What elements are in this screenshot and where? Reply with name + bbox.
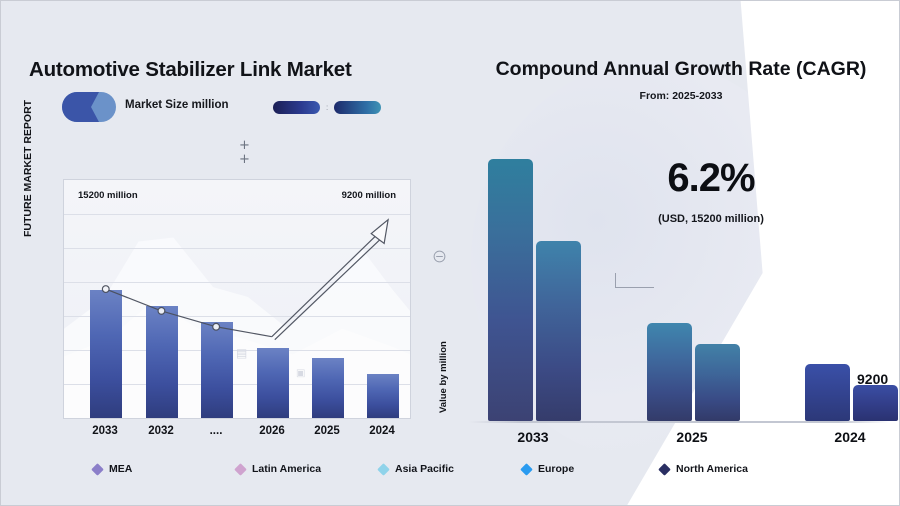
cagr-x-label-2033: 2033 xyxy=(517,429,549,445)
watermark-icon-1: ▤ xyxy=(236,346,248,360)
cagr-bar-2024-secondary xyxy=(853,385,898,421)
cagr-bar-2033-secondary xyxy=(536,241,581,421)
legend-label-latin-america: Latin America xyxy=(252,463,322,475)
annotation-end-value: 9200 million xyxy=(341,190,396,201)
legend-item-asia-pacific[interactable]: Asia Pacific xyxy=(377,462,454,476)
trend-line-overlay xyxy=(101,218,389,341)
legend-swatch-latin-america xyxy=(234,462,247,476)
legend-swatch-mea xyxy=(91,462,104,476)
legend-swatch-north-america xyxy=(658,462,671,476)
cagr-bar-2024-primary xyxy=(805,364,850,421)
x-axis-labels: 2033 2032 .... 2026 2025 2024 xyxy=(63,425,411,443)
market-size-chart: 15200 million 9200 million ▤ ▣ xyxy=(63,179,411,419)
circle-minus-icon xyxy=(433,250,446,263)
left-panel: Automotive Stabilizer Link Market Market… xyxy=(1,1,461,505)
pill-separator: : xyxy=(326,103,329,112)
x-label-2026: 2026 xyxy=(259,425,285,437)
bar-2026 xyxy=(257,348,289,418)
x-label-2032: 2032 xyxy=(148,425,174,437)
legend-label-europe: Europe xyxy=(538,463,575,475)
cagr-subtitle: (USD, 15200 million) xyxy=(658,213,764,225)
cagr-value: 6.2% xyxy=(667,156,755,200)
plus-marks-group: + + xyxy=(239,139,250,167)
cagr-title: Compound Annual Growth Rate (CAGR) xyxy=(495,58,867,80)
annotation-start-value: 15200 million xyxy=(78,190,138,201)
cagr-range: From: 2025-2033 xyxy=(639,90,723,102)
chart-legend: MEA Latin America Asia Pacific Europe No… xyxy=(1,462,899,483)
bars-layer xyxy=(64,180,410,418)
legend-item-europe[interactable]: Europe xyxy=(520,462,575,476)
legend-item-north-america[interactable]: North America xyxy=(658,462,748,476)
brand-label: Market Size million xyxy=(125,99,229,111)
cagr-bar-2033-primary xyxy=(488,159,533,421)
bar-2033 xyxy=(90,290,122,418)
plus-icon-2: + xyxy=(239,152,250,167)
x-label-2033: 2033 xyxy=(92,425,118,437)
pill-gradient-teal-icon xyxy=(334,101,382,114)
cagr-x-label-2025: 2025 xyxy=(676,429,708,445)
bar-2025 xyxy=(312,358,344,418)
legend-item-mea[interactable]: MEA xyxy=(91,462,133,476)
cagr-x-label-2024: 2024 xyxy=(834,429,866,445)
bar-dots xyxy=(201,322,233,418)
y-axis-right-title: Value by million xyxy=(438,341,449,413)
legend-swatch-europe xyxy=(520,462,533,476)
x-label-2024: 2024 xyxy=(369,425,395,437)
y-axis-title: FUTURE MARKET REPORT xyxy=(22,99,34,237)
chart-baseline xyxy=(469,421,889,423)
pill-legend-group: : xyxy=(273,101,382,114)
page-title: Automotive Stabilizer Link Market xyxy=(29,58,352,81)
bracket-annotation xyxy=(615,273,654,288)
pill-gradient-navy-icon xyxy=(273,101,320,114)
legend-label-asia-pacific: Asia Pacific xyxy=(395,463,454,475)
watermark-icon-2: ▣ xyxy=(296,368,306,379)
cagr-bar-2025-primary xyxy=(647,323,692,421)
x-label-dots: .... xyxy=(209,425,223,437)
bar-2024 xyxy=(367,374,399,418)
hexagon-logo-icon xyxy=(61,91,123,123)
legend-item-latin-america[interactable]: Latin America xyxy=(234,462,322,476)
right-panel: Compound Annual Growth Rate (CAGR) From:… xyxy=(461,1,899,505)
x-label-2025: 2025 xyxy=(314,425,340,437)
cagr-bar-2025-secondary xyxy=(695,344,740,421)
legend-label-mea: MEA xyxy=(109,463,133,475)
legend-swatch-asia-pacific xyxy=(377,462,390,476)
data-label-9200: 9200 xyxy=(857,371,889,387)
legend-label-north-america: North America xyxy=(676,463,748,475)
bar-2032 xyxy=(146,306,178,418)
plus-icon-1: + xyxy=(239,138,250,153)
